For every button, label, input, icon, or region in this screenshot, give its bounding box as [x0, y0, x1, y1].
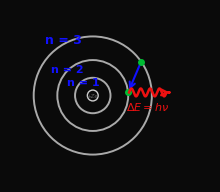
- Text: +Ze: +Ze: [87, 94, 99, 99]
- Text: $\Delta E = h\nu$: $\Delta E = h\nu$: [126, 101, 169, 113]
- Text: n = 1: n = 1: [67, 78, 99, 88]
- Text: n = 3: n = 3: [45, 34, 82, 47]
- Text: n = 2: n = 2: [51, 65, 83, 75]
